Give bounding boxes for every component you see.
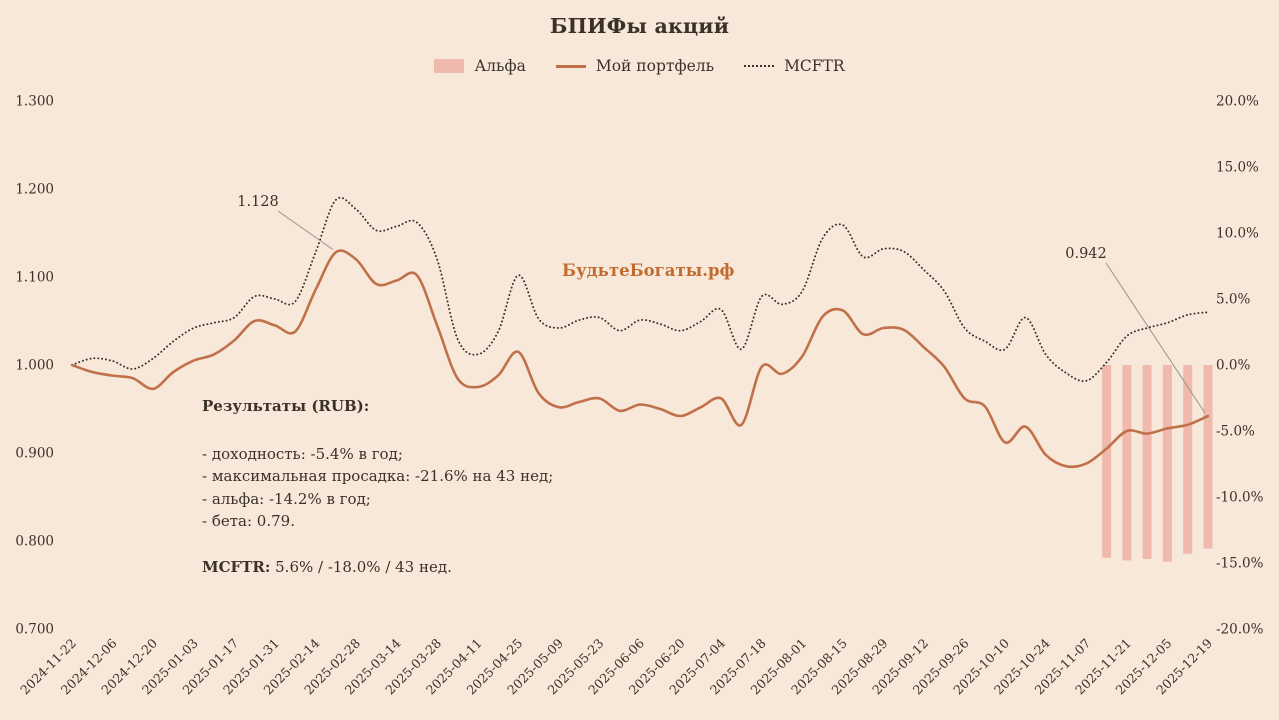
right-axis-tick-label: 15.0%: [1216, 160, 1259, 176]
legend-label-portfolio: Мой портфель: [595, 57, 715, 75]
results-line-drawdown: - максимальная просадка: -21.6% на 43 не…: [202, 467, 554, 485]
left-axis-tick-label: 0.900: [15, 446, 54, 462]
right-axis-tick-label: 0.0%: [1216, 358, 1250, 374]
mcftr-swatch-icon: [744, 65, 775, 67]
portfolio-swatch-icon: [555, 64, 586, 68]
right-axis-tick-label: -5.0%: [1216, 424, 1255, 440]
alpha-bar: [1122, 365, 1132, 561]
alpha-bar: [1203, 365, 1213, 549]
left-axis-tick-label: 1.300: [15, 94, 54, 110]
alpha-bar: [1102, 365, 1112, 558]
right-axis-tick-label: 20.0%: [1216, 94, 1259, 110]
mcftr-line: [71, 196, 1209, 383]
legend-item-portfolio: Мой портфель: [555, 57, 715, 75]
results-title: Результаты (RUB):: [202, 397, 370, 415]
results-line-beta: - бета: 0.79.: [202, 512, 295, 530]
watermark: БудьтеБогаты.рф: [562, 261, 735, 280]
alpha-bar: [1162, 365, 1172, 562]
results-line-alpha: - альфа: -14.2% в год;: [202, 489, 371, 508]
annotation-leader-line: [277, 210, 333, 250]
left-axis-tick-label: 1.200: [15, 182, 54, 198]
annotation-label: 1.128: [237, 194, 279, 210]
results-mcftr-line: MCFTR: 5.6% / -18.0% / 43 нед.: [202, 556, 632, 579]
right-axis-tick-label: -10.0%: [1216, 490, 1264, 506]
legend-item-mcftr: MCFTR: [744, 57, 845, 75]
left-axis-tick-label: 1.100: [15, 270, 54, 286]
left-axis-tick-label: 0.700: [15, 622, 54, 638]
portfolio-line: [70, 249, 1210, 469]
legend-label-mcftr: MCFTR: [784, 57, 845, 75]
right-axis-tick-label: 5.0%: [1216, 292, 1250, 308]
results-mcftr-label: MCFTR:: [202, 557, 271, 576]
right-axis-tick-label: -15.0%: [1216, 556, 1264, 572]
right-axis-tick-label: 10.0%: [1216, 226, 1259, 242]
alpha-bar: [1142, 365, 1152, 559]
chart-title: БПИФы акций: [549, 14, 730, 38]
right-axis-tick-label: -20.0%: [1216, 622, 1264, 638]
left-axis-tick-label: 1.000: [15, 358, 54, 374]
legend: Альфа Мой портфель MCFTR: [0, 57, 1279, 75]
results-line-yield: - доходность: -5.4% в год;: [202, 444, 403, 463]
alpha-bar: [1183, 365, 1193, 554]
legend-item-alpha: Альфа: [434, 57, 526, 75]
left-axis-tick-label: 0.800: [15, 534, 54, 550]
annotation-label: 0.942: [1065, 246, 1107, 262]
results-block: Результаты (RUB): - доходность: -5.4% в …: [202, 395, 632, 578]
alpha-swatch-icon: [434, 59, 465, 73]
legend-label-alpha: Альфа: [474, 57, 526, 75]
annotation-leader-line: [1105, 262, 1206, 414]
results-mcftr-value: 5.6% / -18.0% / 43 нед.: [270, 557, 452, 576]
